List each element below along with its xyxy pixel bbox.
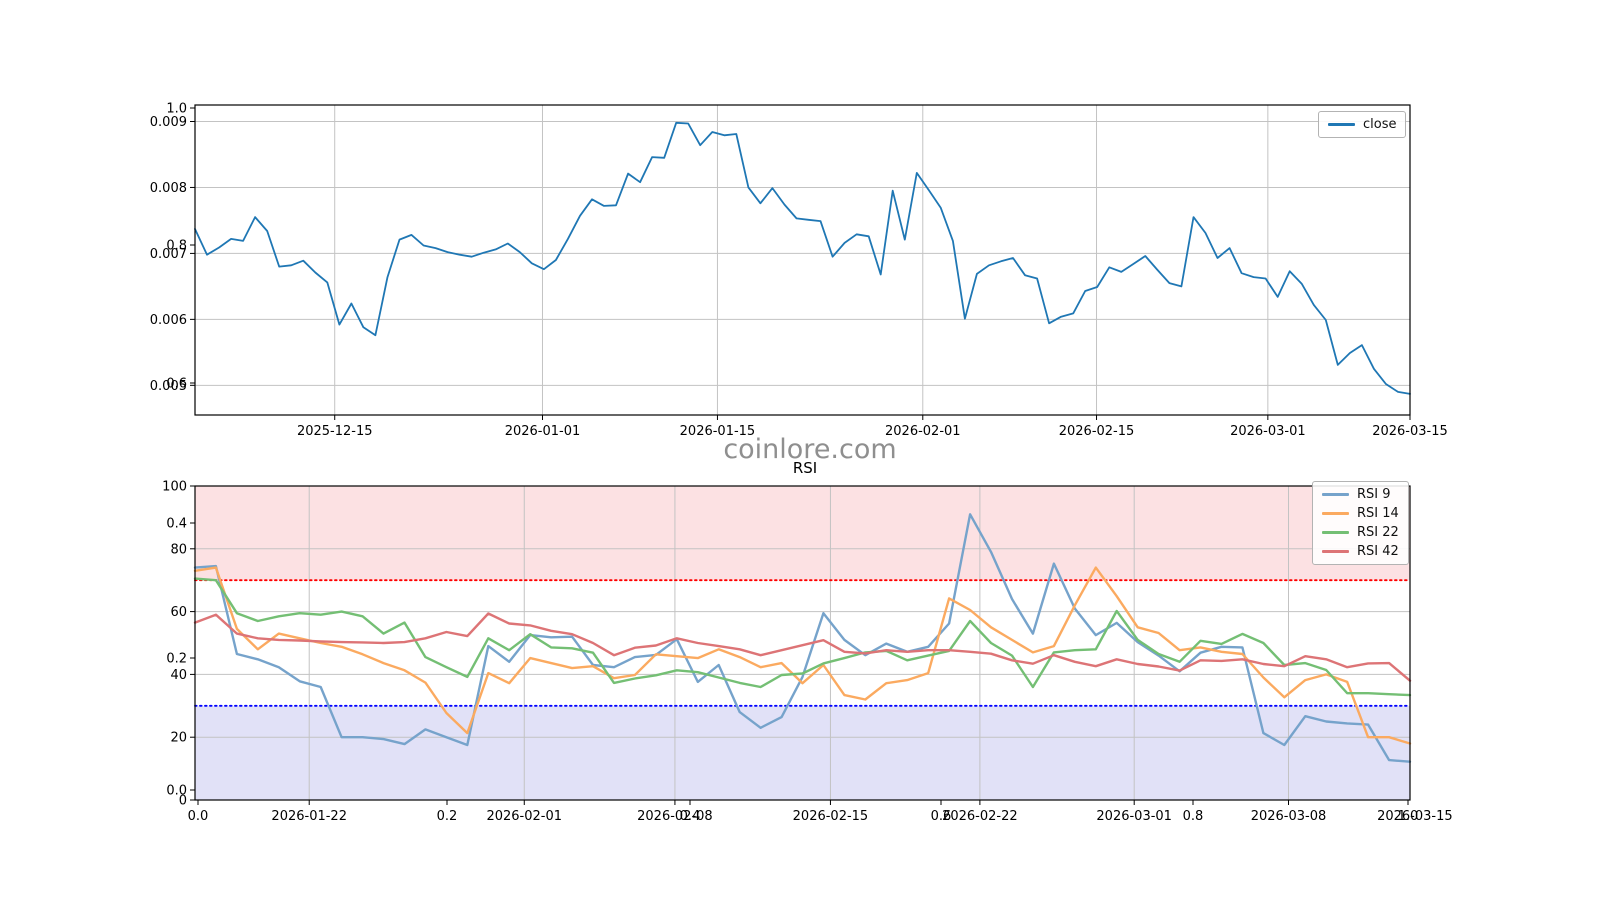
- tick-label: 2026-01-01: [505, 424, 581, 439]
- tick-label: 2026-02-15: [793, 809, 869, 824]
- tick-label: 2026-03-01: [1096, 809, 1172, 824]
- legend-label-rsi42: RSI 42: [1357, 544, 1399, 559]
- tick-label: 1.0: [166, 102, 187, 117]
- tick-label: 1.0: [1398, 809, 1419, 824]
- tick-label: 2026-02-22: [942, 809, 1018, 824]
- legend-item-rsi9: RSI 9: [1322, 487, 1399, 502]
- legend-label-close: close: [1363, 117, 1397, 132]
- tick-label: 2025-12-15: [297, 424, 373, 439]
- tick-label: 0.008: [150, 181, 187, 196]
- series-line-rsi-22: [193, 577, 1412, 697]
- legend-item-rsi14: RSI 14: [1322, 506, 1399, 521]
- rsi42-line-sample: [1322, 550, 1349, 553]
- tick-label: 40: [170, 668, 187, 683]
- tick-label: 0.8: [166, 239, 187, 254]
- tick-label: 2026-02-15: [1059, 424, 1135, 439]
- legend-label-rsi14: RSI 14: [1357, 506, 1399, 521]
- price-legend: close: [1318, 111, 1407, 138]
- tick-label: 0.009: [150, 115, 187, 130]
- legend-item-rsi22: RSI 22: [1322, 525, 1399, 540]
- tick-label: 2026-01-15: [680, 424, 756, 439]
- tick-label: 80: [170, 542, 187, 557]
- tick-label: 0.2: [166, 652, 187, 667]
- tick-label: 100: [162, 480, 187, 495]
- rsi22-line-sample: [1322, 531, 1349, 534]
- axes-spine: [194, 104, 1411, 416]
- close-line-sample: [1328, 123, 1355, 126]
- tick-label: 2026-02-08: [637, 809, 713, 824]
- tick-label: 2026-02-01: [885, 424, 961, 439]
- legend-label-rsi9: RSI 9: [1357, 487, 1391, 502]
- rsi-legend: RSI 9 RSI 14 RSI 22 RSI 42: [1312, 481, 1409, 565]
- legend-label-rsi22: RSI 22: [1357, 525, 1399, 540]
- tick-label: 0.8: [1183, 809, 1204, 824]
- tick-label: 0.6: [166, 377, 187, 392]
- rsi14-line-sample: [1322, 512, 1349, 515]
- tick-label: 0.0: [188, 809, 209, 824]
- series-line-close: [194, 121, 1411, 395]
- tick-label: 2026-01-22: [271, 809, 347, 824]
- tick-label: 2026-03-08: [1251, 809, 1327, 824]
- tick-label: 2026-03-15: [1372, 424, 1448, 439]
- rsi9-line-sample: [1322, 493, 1349, 496]
- tick-label: 0.2: [437, 809, 458, 824]
- tick-label: 60: [170, 605, 187, 620]
- legend-item-rsi42: RSI 42: [1322, 544, 1399, 559]
- series-line-rsi-42: [193, 612, 1412, 682]
- tick-label: 0.4: [166, 517, 187, 532]
- tick-label: 0.0: [166, 784, 187, 799]
- tick-label: 2026-02-01: [486, 809, 562, 824]
- tick-label: 0.006: [150, 313, 187, 328]
- rsi-chart-title: RSI: [792, 459, 818, 477]
- tick-label: 0.007: [150, 247, 187, 262]
- tick-label: 2026-03-01: [1230, 424, 1306, 439]
- band: [195, 705, 1410, 800]
- series-line-rsi-9: [193, 513, 1412, 763]
- band: [195, 486, 1410, 581]
- watermark: coinlore.com: [723, 434, 897, 465]
- series-line-rsi-14: [193, 566, 1412, 745]
- tick-label: 2026-03-15: [1377, 809, 1453, 824]
- tick-label: 0: [179, 794, 187, 809]
- tick-label: 0.005: [150, 379, 187, 394]
- legend-item-close: close: [1328, 117, 1396, 132]
- tick-label: 0.4: [680, 809, 701, 824]
- tick-label: 20: [170, 731, 187, 746]
- tick-label: 0.6: [931, 809, 952, 824]
- axes-spine: [194, 485, 1411, 801]
